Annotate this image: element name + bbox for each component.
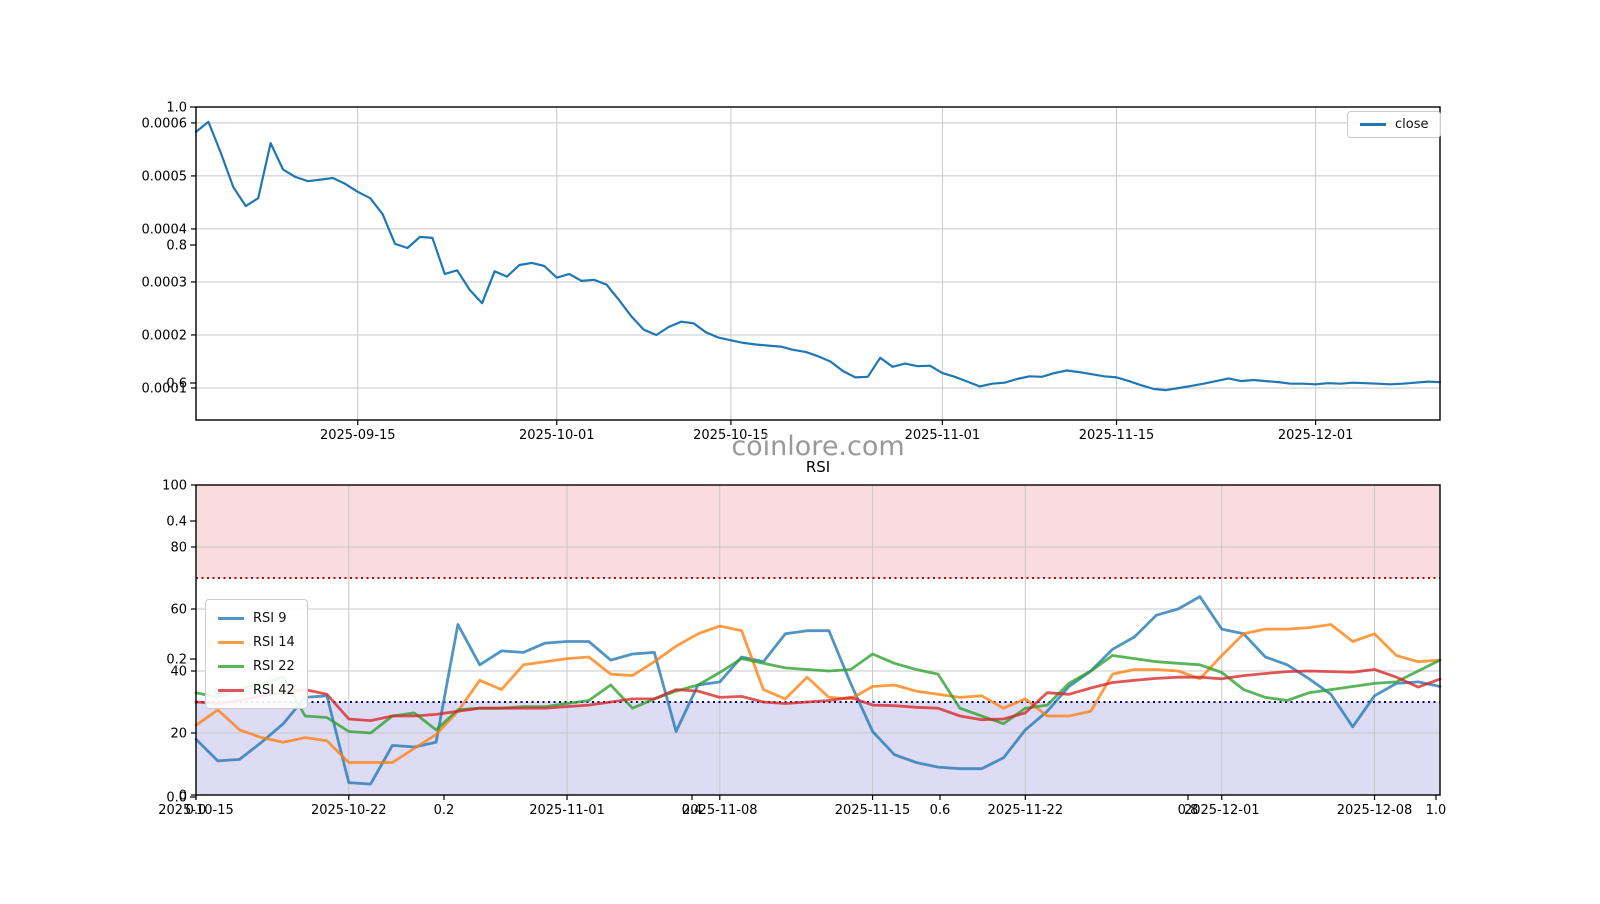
ghost-x-label: 1.0 <box>1426 803 1447 818</box>
rsi-chart-title: RSI <box>805 458 831 476</box>
y-tick-label: 0.0001 <box>142 381 188 396</box>
y-tick-label: 40 <box>170 665 187 680</box>
legend-label: RSI 42 <box>253 682 295 698</box>
legend-item-rsi-14: RSI 14 <box>218 630 295 654</box>
legend-label: RSI 14 <box>253 634 295 650</box>
y-tick-label: 60 <box>170 603 187 618</box>
x-tick-label: 2025-11-15 <box>1079 428 1155 443</box>
ghost-x-label: 0.8 <box>1178 803 1199 818</box>
legend-label: RSI 22 <box>253 658 295 674</box>
rsi-42-swatch <box>218 688 244 692</box>
y-tick-label: 80 <box>170 541 187 556</box>
rsi-14-swatch <box>218 640 244 644</box>
close-line-swatch <box>1360 123 1386 126</box>
oversold-band <box>196 702 1440 795</box>
y-tick-label: 20 <box>170 727 187 742</box>
watermark: coinlore.com <box>731 431 905 462</box>
y-tick-label: 0.0004 <box>142 222 188 237</box>
ghost-y-label: 0.4 <box>166 515 187 530</box>
x-tick-label: 2025-12-01 <box>1184 803 1260 818</box>
rsi-9-swatch <box>218 616 244 620</box>
overbought-band <box>196 485 1440 578</box>
rsi-22-line <box>194 652 1442 735</box>
y-tick-label: 0.0003 <box>142 275 188 290</box>
y-tick-label: 0.0002 <box>142 328 188 343</box>
y-tick-label: 0.0005 <box>142 169 188 184</box>
ghost-y-label: 0.8 <box>166 239 187 254</box>
x-tick-label: 2025-10-15 <box>693 428 769 443</box>
price-panel: 0.0006 0.0005 0.0004 0.0003 0.0002 0.0001 2025… <box>142 106 1442 443</box>
x-tick-label: 2025-11-01 <box>529 803 605 818</box>
legend-item-rsi-9: RSI 9 <box>218 606 295 630</box>
x-tick-label: 2025-12-08 <box>1337 803 1413 818</box>
ghost-y-label: 0.0 <box>166 791 187 806</box>
x-tick-label: 2025-10-01 <box>519 428 595 443</box>
x-tick-label: 2025-11-15 <box>835 803 911 818</box>
legend-item-rsi-42: RSI 42 <box>218 678 295 702</box>
x-tick-label: 2025-10-22 <box>311 803 387 818</box>
close-legend-label: close <box>1395 117 1429 132</box>
x-tick-label: 2025-11-01 <box>905 428 981 443</box>
rsi-42-line <box>194 668 1442 722</box>
rsi-legend: RSI 9 RSI 14 RSI 22 RSI 42 <box>205 599 308 709</box>
rsi-14-line <box>194 623 1442 764</box>
x-tick-label: 2025-12-01 <box>1278 428 1354 443</box>
x-tick-label: 2025-09-15 <box>320 428 396 443</box>
ghost-y-label: 0.2 <box>166 653 187 668</box>
x-tick-label: 2025-11-22 <box>988 803 1064 818</box>
legend-label: RSI 9 <box>253 610 287 626</box>
rsi-22-swatch <box>218 664 244 668</box>
y-tick-label: 100 <box>162 479 187 494</box>
ghost-x-label: 0.6 <box>930 803 951 818</box>
legend-item-rsi-22: RSI 22 <box>218 654 295 678</box>
x-tick-label: 2025-10-15 <box>158 803 234 818</box>
ghost-x-label: 0.0 <box>186 803 207 818</box>
plot-border <box>195 484 1441 796</box>
y-tick-label: 0.0006 <box>142 116 188 131</box>
ghost-axis: 0.00.0 0.2 0.2 0.4 0.4 0.6 0.6 0.8 0.8 1.0 1.0 <box>166 101 1446 819</box>
rsi-9-line <box>194 595 1442 786</box>
ghost-y-label: 1.0 <box>166 101 187 116</box>
x-tick-label: 2025-11-08 <box>682 803 758 818</box>
plot-border <box>195 106 1441 421</box>
close-line <box>194 120 1442 392</box>
y-tick-label: 0 <box>179 789 187 804</box>
price-legend: close <box>1347 111 1442 138</box>
ghost-x-label: 0.2 <box>434 803 455 818</box>
ghost-y-label: 0.6 <box>166 377 187 392</box>
ghost-x-label: 0.4 <box>682 803 703 818</box>
